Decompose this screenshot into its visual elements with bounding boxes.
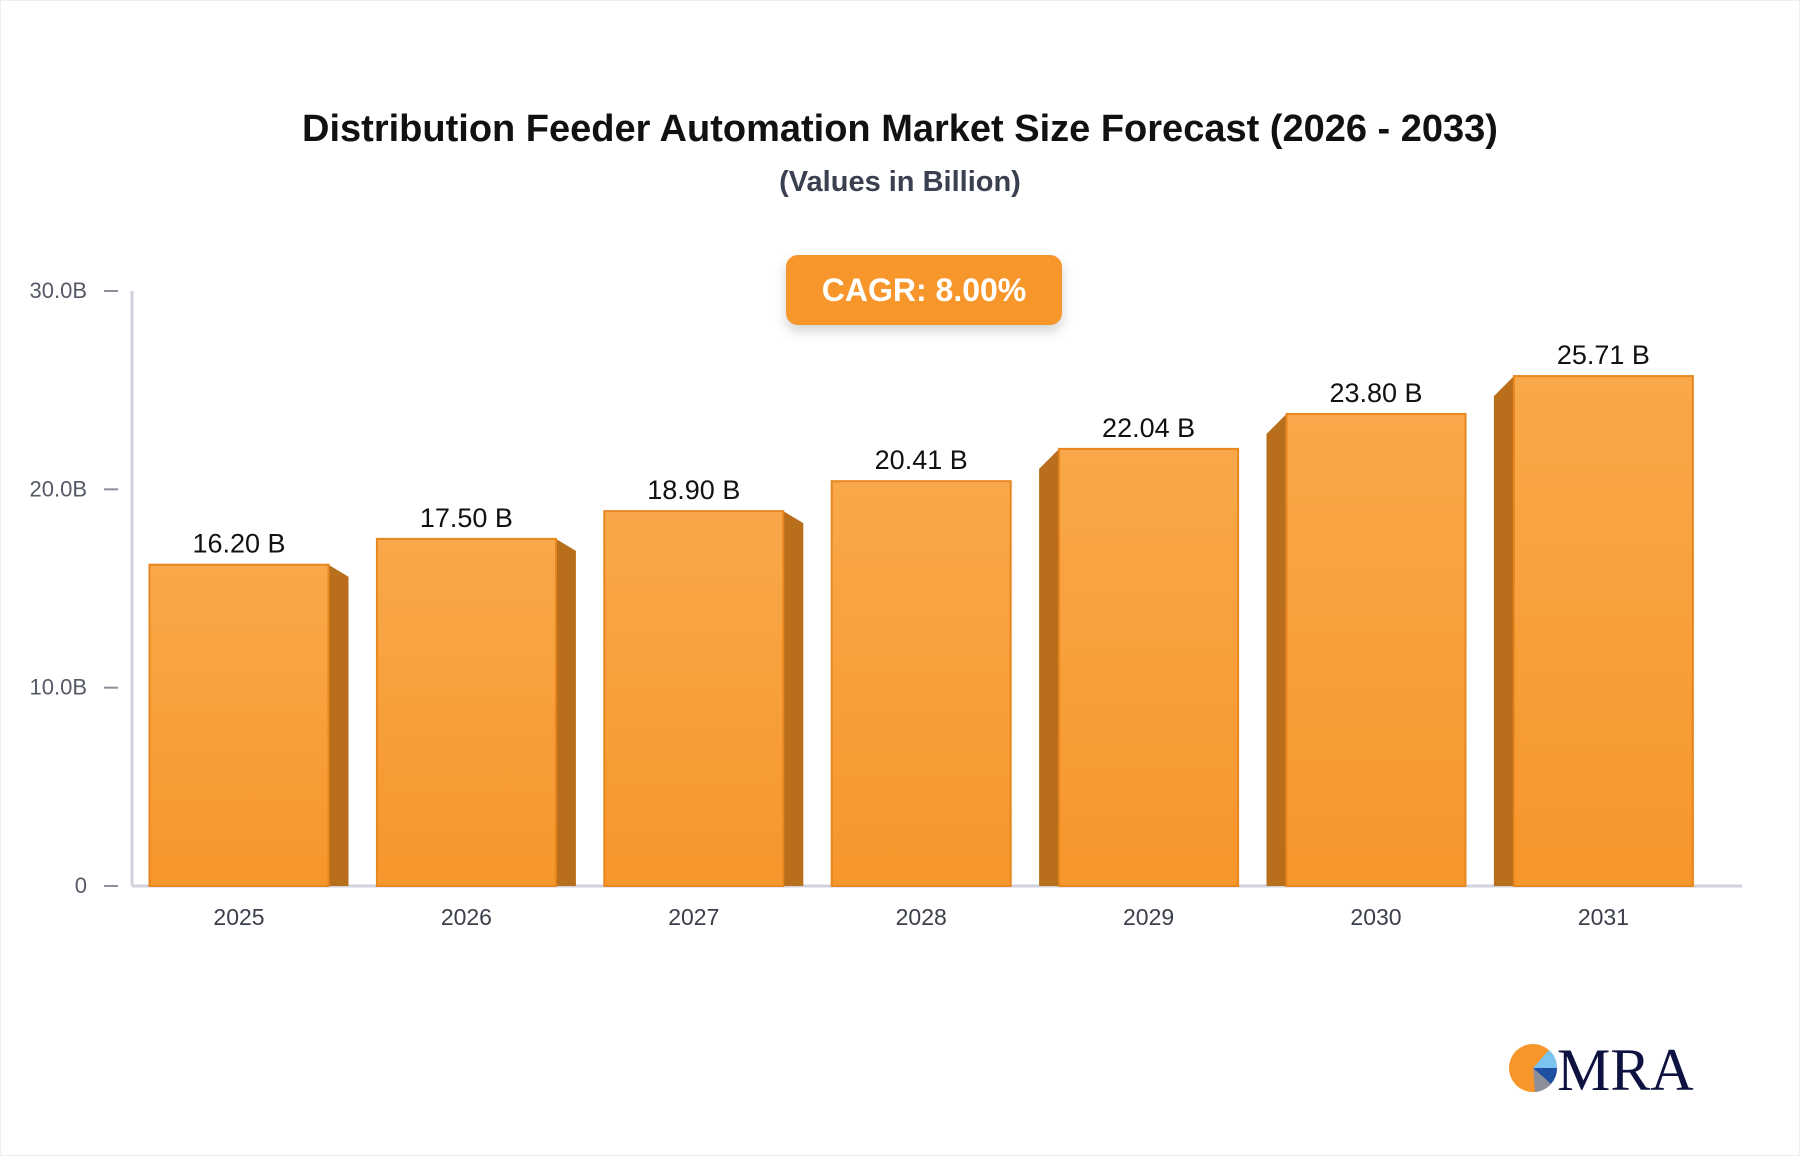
bar-side [783,511,804,886]
bar-side [555,538,576,886]
bar [1285,412,1467,887]
bar-value-label: 18.90 B [647,475,740,505]
bar-value-label: 22.04 B [1102,413,1195,443]
bar-value-label: 16.20 B [192,529,285,559]
bar [830,480,1012,887]
y-tick-label: 0 [75,873,87,898]
x-tick-label: 2029 [1123,904,1174,930]
y-tick-label: 10.0B [30,675,88,700]
mra-logo: MRA [1509,1038,1694,1098]
svg-text:MRA: MRA [1557,1038,1694,1098]
chart-title: Distribution Feeder Automation Market Si… [302,108,1498,150]
bar [1512,375,1694,887]
y-tick-label: 30.0B [30,278,88,303]
bar-value-label: 23.80 B [1329,378,1422,408]
x-tick-label: 2030 [1350,904,1401,930]
bar [603,510,785,887]
bar-value-label: 17.50 B [420,503,513,533]
bar [1058,447,1240,887]
bar-value-label: 20.41 B [875,445,968,475]
bar-side [1493,376,1514,886]
bar [148,563,330,887]
bar-value-label: 25.71 B [1557,340,1650,370]
x-tick-label: 2031 [1578,904,1629,930]
bar-side [1266,413,1287,886]
x-tick-label: 2026 [441,904,492,930]
bar-side [328,564,349,886]
y-tick-label: 20.0B [30,476,88,501]
bar [375,537,557,888]
x-tick-label: 2028 [896,904,947,930]
x-tick-label: 2027 [668,904,719,930]
x-tick-label: 2025 [213,904,264,930]
chart-subtitle: (Values in Billion) [779,166,1021,198]
cagr-badge: CAGR: 8.00% [786,255,1062,325]
bar-side [1039,448,1060,886]
